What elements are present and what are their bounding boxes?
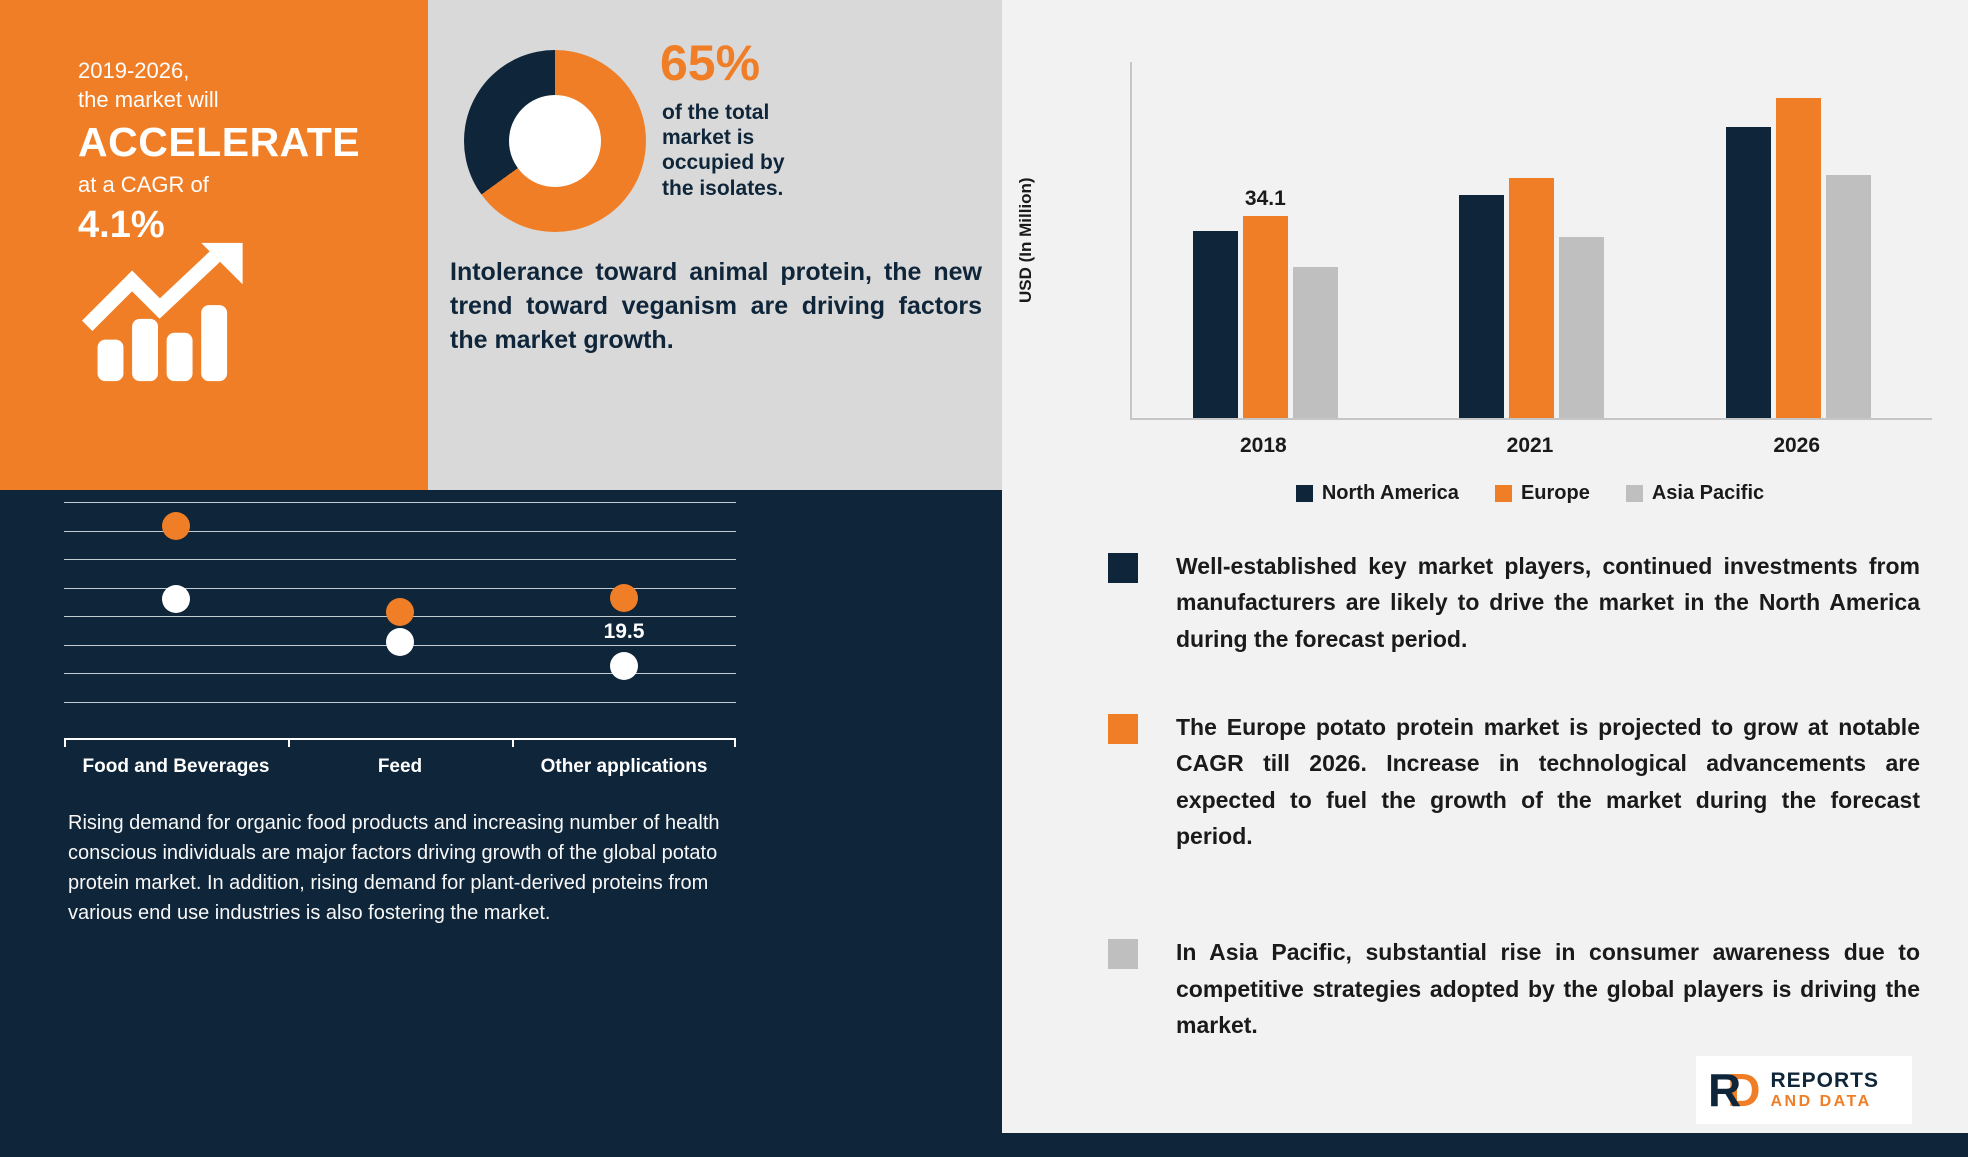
bar-chart-y-axis-label: USD (In Million)	[1016, 177, 1035, 303]
legend-label-asia-pacific: Asia Pacific	[1651, 482, 1765, 504]
dot-series-white-other-applications	[610, 652, 638, 681]
legend-label-north-america: North America	[1321, 482, 1459, 504]
regional-bullets: Well-established key market players, con…	[1108, 548, 1920, 1043]
dot-axis-tick	[288, 738, 290, 747]
bar-asia-pacific-2018	[1292, 267, 1338, 418]
bar-chart-x-labels: 2018 2021 2026	[1130, 434, 1930, 458]
dot-axis-tick	[64, 738, 66, 747]
dot-plot-category-labels: Food and Beverages Feed Other applications	[64, 756, 736, 778]
cagr-value: 4.1%	[78, 204, 165, 247]
x-label-2021: 2021	[1506, 434, 1554, 457]
bar-data-label: 34.1	[1244, 187, 1286, 210]
veganism-drivers-paragraph: Intolerance toward animal protein, the n…	[450, 258, 982, 354]
dot-series-white-feed	[386, 628, 414, 656]
bar-europe-2026	[1776, 98, 1822, 418]
logo-text-reports: REPORTS	[1770, 1069, 1879, 1092]
legend-item-north-america: North America	[1295, 482, 1459, 505]
bar-europe-2021	[1509, 178, 1555, 418]
bullet-text-asia-pacific: In Asia Pacific, substantial rise in con…	[1176, 939, 1920, 1038]
bar-group-2021	[1459, 178, 1605, 418]
bar-europe-2018: 34.1	[1242, 187, 1288, 418]
logo-letter-d: D	[1727, 1064, 1761, 1116]
legend-item-europe: Europe	[1494, 482, 1590, 505]
bullet-text-europe: The Europe potato protein market is proj…	[1176, 713, 1920, 849]
legend-swatch-asia-pacific	[1625, 485, 1643, 502]
footer-strip	[1002, 1133, 1968, 1157]
donut-hole	[509, 95, 601, 187]
dot-plot-axis	[64, 738, 736, 747]
cagr-panel: 2019-2026, the market will ACCELERATE at…	[0, 0, 428, 490]
applications-dot-plot: 19.5	[64, 502, 736, 703]
bar-group-2018: 34.1	[1192, 187, 1338, 418]
legend-item-asia-pacific: Asia Pacific	[1625, 482, 1765, 505]
dot-plot-gridline	[64, 530, 736, 532]
dot-data-label: 19.5	[603, 620, 645, 644]
bar-group-2026	[1726, 98, 1872, 418]
dot-series-orange-other-applications	[610, 583, 638, 612]
bar-north-america-2021	[1459, 195, 1505, 418]
isolates-donut-chart	[464, 50, 646, 232]
x-label-2018: 2018	[1239, 434, 1287, 457]
bullet-swatch-north-america	[1108, 553, 1138, 583]
bullet-swatch-europe	[1108, 713, 1138, 744]
bullet-asia-pacific: In Asia Pacific, substantial rise in con…	[1108, 934, 1920, 1043]
dot-plot-gridline	[64, 673, 736, 675]
isolates-share-value: 65%	[660, 35, 761, 91]
regional-bar-chart: 34.1	[1130, 62, 1932, 420]
dot-plot-gridline	[64, 702, 736, 703]
dot-category-food-and-beverages: Food and Beverages	[82, 756, 270, 777]
logo-text: REPORTS AND DATA	[1770, 1069, 1879, 1111]
bullet-swatch-asia-pacific	[1108, 939, 1138, 970]
dot-plot-gridline	[64, 559, 736, 561]
legend-label-europe: Europe	[1520, 482, 1590, 504]
bullet-north-america: Well-established key market players, con…	[1108, 548, 1920, 657]
dot-plot-gridline	[64, 587, 736, 589]
dot-axis-tick	[734, 738, 736, 747]
cagr-accelerate: ACCELERATE	[78, 119, 361, 166]
dot-series-orange-feed	[386, 598, 414, 626]
cagr-years: 2019-2026,	[78, 58, 190, 83]
isolates-panel: 65% of the total market is occupied by t…	[428, 0, 1002, 490]
bar-north-america-2018	[1192, 231, 1238, 418]
bar-chart-legend: North America Europe Asia Pacific	[1130, 482, 1930, 505]
dot-series-white-food-and-beverages	[162, 585, 190, 614]
cagr-intro: the market will	[78, 87, 219, 113]
cagr-text-block: 2019-2026, the market will ACCELERATE at…	[78, 56, 360, 247]
dot-series-orange-food-and-beverages	[162, 512, 190, 541]
organic-demand-paragraph: Rising demand for organic food products …	[68, 812, 720, 924]
x-label-2026: 2026	[1773, 434, 1821, 457]
logo-letter-r: R	[1708, 1064, 1742, 1116]
logo-text-and-data: AND DATA	[1770, 1093, 1872, 1110]
dot-category-other-applications: Other applications	[540, 756, 708, 777]
bar-north-america-2026	[1726, 127, 1772, 418]
growth-arrow-icon	[81, 242, 272, 387]
bar-asia-pacific-2026	[1826, 175, 1872, 418]
dot-axis-tick	[512, 738, 514, 747]
legend-swatch-north-america	[1295, 485, 1313, 502]
dot-plot-gridline	[64, 502, 736, 503]
bullet-europe: The Europe potato protein market is proj…	[1108, 709, 1920, 854]
applications-panel: 19.5 Food and Beverages Feed Other applica…	[0, 490, 1002, 1157]
cagr-at-a-cagr-of: at a CAGR of	[78, 172, 209, 198]
bullet-text-north-america: Well-established key market players, con…	[1176, 553, 1920, 652]
isolates-share-caption: of the total market is occupied by the i…	[662, 101, 785, 200]
legend-swatch-europe	[1494, 485, 1512, 502]
dot-category-feed: Feed	[377, 756, 423, 777]
bar-asia-pacific-2021	[1559, 237, 1605, 418]
regional-section: USD (In Million) 34.1 2018 2021 2026 North…	[1002, 0, 1968, 1157]
